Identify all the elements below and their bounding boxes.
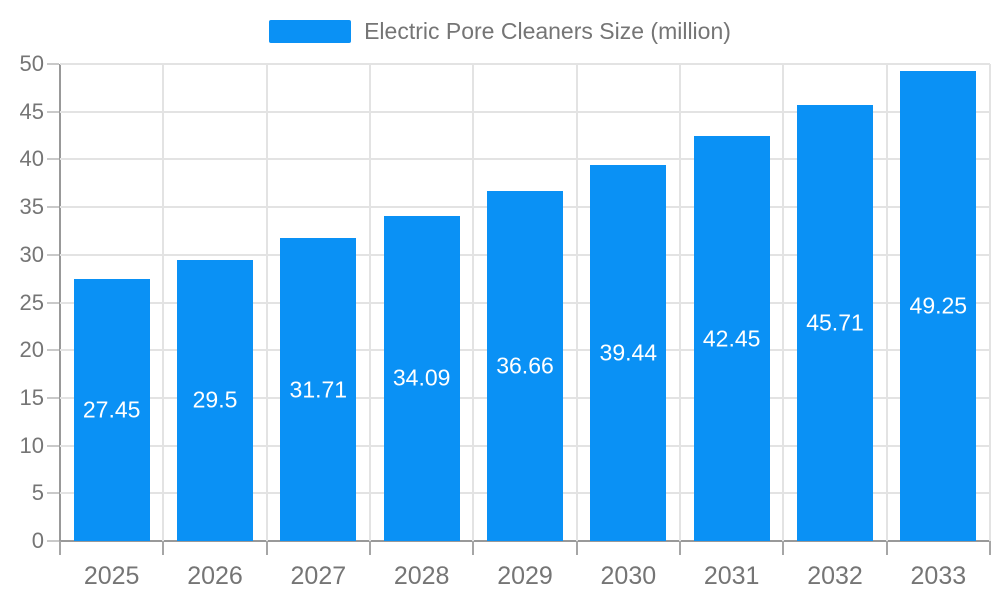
bar-value-label: 39.44 — [599, 339, 658, 366]
bar-2033[interactable]: 49.25 — [900, 71, 977, 541]
bar-value-label: 34.09 — [392, 364, 451, 391]
bar-2026[interactable]: 29.5 — [177, 259, 253, 541]
x-axis-tick — [265, 541, 268, 555]
x-axis-tick-label-2030: 2030 — [600, 562, 657, 590]
gridline-y-50 — [60, 63, 990, 65]
x-axis-line — [60, 540, 990, 542]
bar-2028[interactable]: 34.09 — [383, 215, 460, 541]
gridline-x — [369, 64, 371, 541]
bar-2027[interactable]: 31.71 — [280, 238, 357, 541]
gridline-y-45 — [60, 110, 990, 113]
y-axis-tick — [47, 492, 59, 495]
gridline-x — [265, 64, 268, 541]
y-axis-tick — [47, 444, 59, 447]
x-axis-tick — [59, 541, 61, 555]
bar-value-label: 42.45 — [702, 325, 761, 351]
gridline-x — [679, 64, 681, 541]
x-axis-tick — [989, 541, 991, 555]
y-axis-tick-label: 20 — [19, 337, 44, 363]
y-axis-line — [59, 64, 61, 555]
y-axis-tick — [47, 206, 59, 209]
x-axis-tick-label-2026: 2026 — [187, 562, 243, 590]
x-axis-tick-label-2028: 2028 — [393, 562, 450, 590]
bar-value-label: 31.71 — [289, 376, 348, 403]
y-axis-tick — [47, 540, 59, 542]
bar-2029[interactable]: 36.66 — [487, 191, 563, 541]
bar-value-label: 29.5 — [192, 386, 238, 413]
y-axis-tick-label: 40 — [19, 146, 44, 172]
y-axis-tick-label: 30 — [19, 241, 44, 267]
bar-value-label: 27.45 — [82, 396, 141, 423]
x-axis-tick-label-2031: 2031 — [703, 562, 760, 590]
y-axis-tick — [47, 301, 59, 304]
y-axis-tick-label: 5 — [31, 480, 44, 506]
y-axis-tick-label: 10 — [19, 432, 44, 458]
gridline-x — [575, 64, 578, 541]
x-axis-tick-label-2025: 2025 — [83, 562, 140, 590]
y-axis-tick-label: 45 — [19, 98, 44, 124]
bar-value-label: 45.71 — [806, 309, 864, 336]
bar-2032[interactable]: 45.71 — [797, 104, 873, 541]
y-axis-tick — [47, 63, 59, 65]
y-axis-tick-label: 25 — [19, 289, 44, 315]
gridline-x — [989, 64, 991, 541]
x-axis-tick-label-2033: 2033 — [910, 562, 967, 590]
y-axis-tick — [47, 349, 59, 352]
y-axis-tick — [47, 396, 59, 399]
y-axis-tick-label: 15 — [19, 384, 44, 410]
y-axis-tick-label: 0 — [31, 528, 44, 553]
x-axis-tick-label-2032: 2032 — [807, 562, 863, 590]
x-axis-tick — [679, 541, 681, 555]
y-axis-tick-label: 50 — [19, 51, 44, 76]
x-axis-tick — [472, 541, 475, 555]
bar-2031[interactable]: 42.45 — [693, 136, 770, 541]
x-axis-tick — [782, 541, 785, 555]
y-axis-tick — [47, 253, 59, 256]
gridline-y-40 — [60, 158, 990, 161]
y-axis-tick — [47, 110, 59, 113]
gridline-x — [472, 64, 475, 541]
legend-label: Electric Pore Cleaners Size (million) — [364, 18, 731, 44]
x-axis-tick — [575, 541, 578, 555]
x-axis-tick-label-2029: 2029 — [497, 562, 553, 590]
y-axis-tick — [47, 158, 59, 161]
gridline-x — [782, 64, 785, 541]
bar-value-label: 49.25 — [909, 292, 968, 319]
gridline-x — [162, 64, 165, 541]
gridline-x — [885, 64, 888, 541]
x-axis-tick-label-2027: 2027 — [290, 562, 347, 590]
x-axis-tick — [162, 541, 165, 555]
x-axis-tick — [369, 541, 371, 555]
bar-2030[interactable]: 39.44 — [590, 164, 667, 541]
bar-2025[interactable]: 27.45 — [73, 279, 150, 541]
legend-swatch[interactable] — [269, 20, 352, 43]
plot-area: 27.45 29.5 31.71 34.09 36.66 39.44 42.45 45.71 4… — [60, 63, 991, 541]
legend[interactable]: Electric Pore Cleaners Size (million) — [0, 18, 1000, 45]
y-axis-tick-label: 35 — [19, 194, 44, 220]
bar-value-label: 36.66 — [496, 352, 554, 379]
x-axis-tick — [885, 541, 888, 555]
